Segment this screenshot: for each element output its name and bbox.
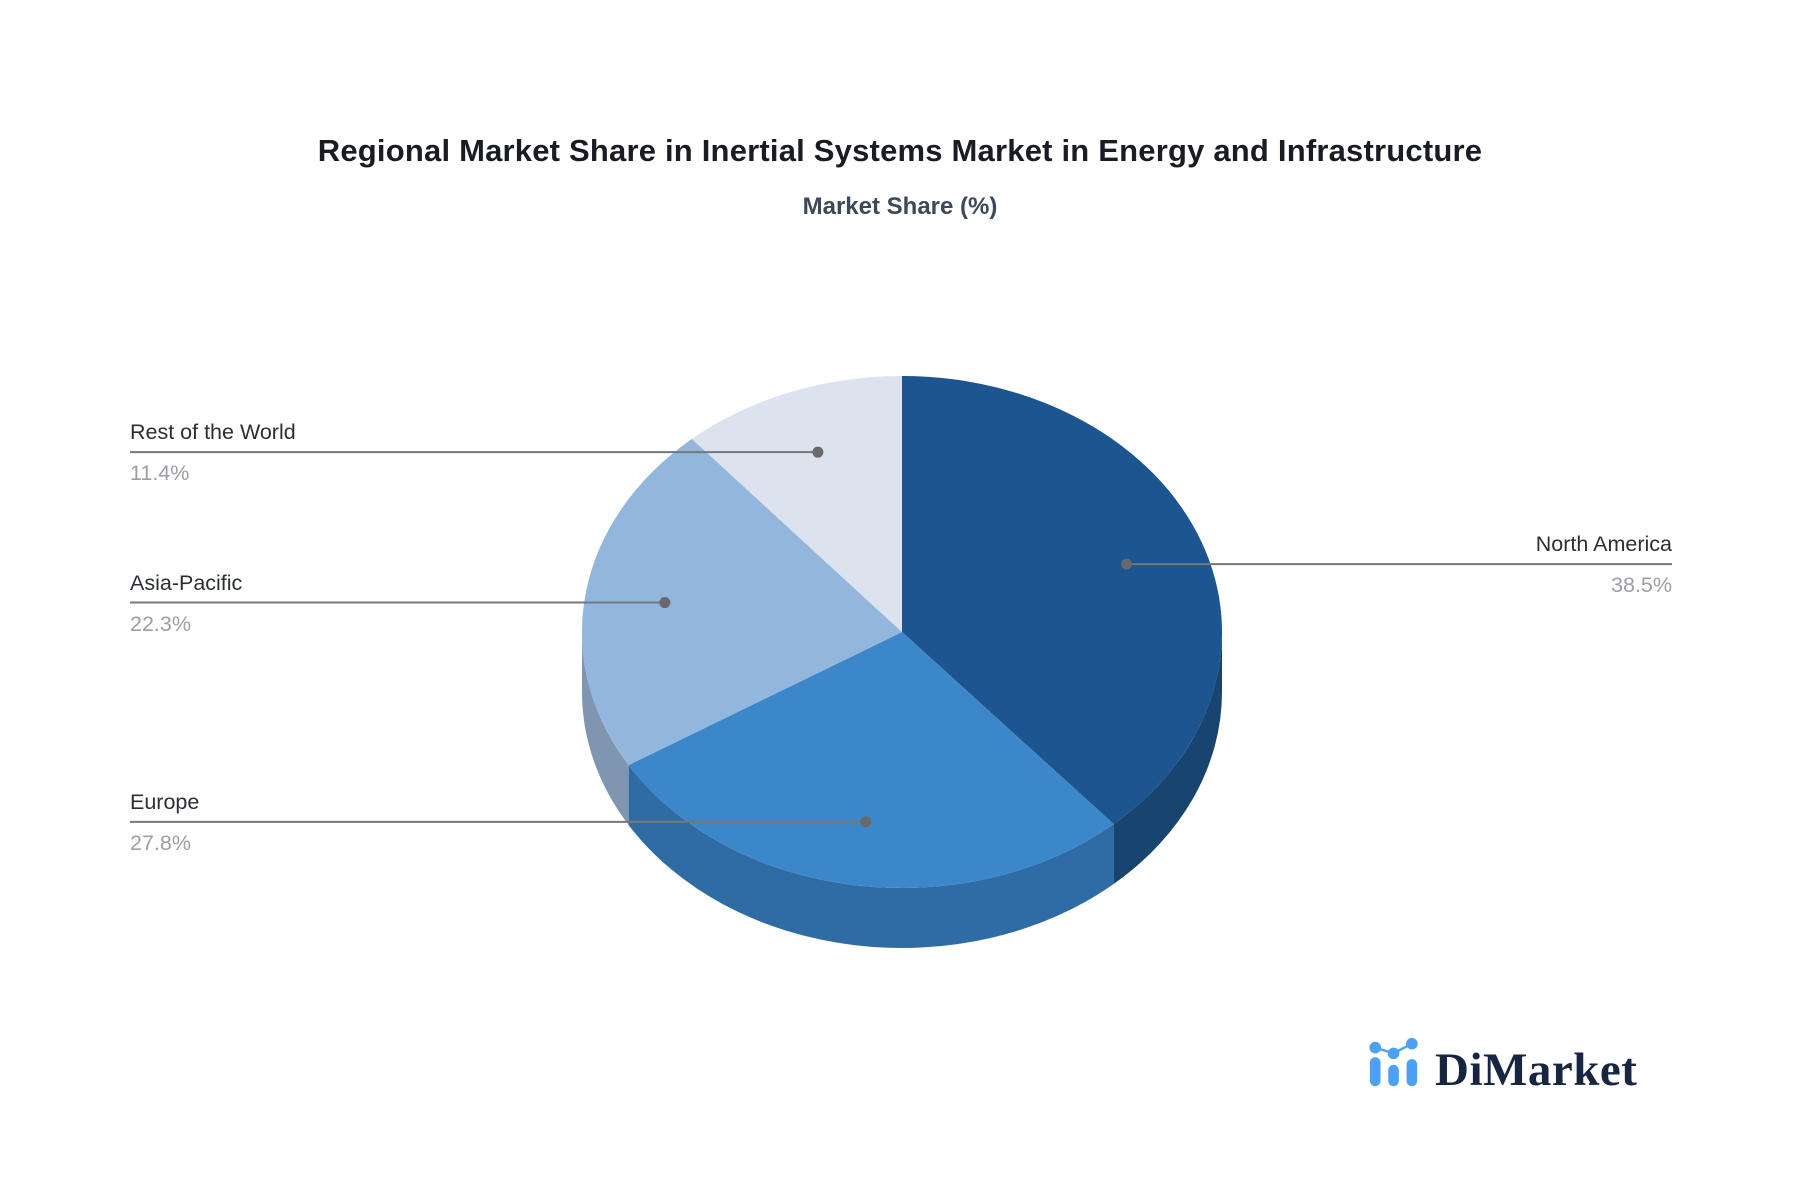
slice-value-north-america: 38.5%: [1611, 573, 1672, 598]
slice-label-north-america: North America: [1535, 532, 1672, 557]
chart-subtitle: Market Share (%): [802, 193, 998, 220]
leader-dot-asia-pacific: [659, 597, 671, 609]
slice-value-rest-of-the-world: 11.4%: [130, 461, 190, 486]
pie-slice-side-north-america: [1113, 632, 1222, 885]
chart-title: Regional Market Share in Inertial System…: [317, 133, 1483, 168]
pie-slice-north-america: [902, 376, 1223, 825]
brand-name: DiMarket: [1435, 1044, 1638, 1096]
brand-chart-icon: [1369, 1038, 1418, 1087]
slice-label-asia-pacific: Asia-Pacific: [130, 570, 243, 595]
slice-label-europe: Europe: [130, 789, 200, 814]
pie-slice-asia-pacific: [581, 438, 902, 766]
leader-dot-europe: [860, 816, 872, 828]
slice-value-asia-pacific: 22.3%: [130, 611, 191, 636]
pie-slice-rest-of-the-world: [691, 376, 902, 632]
pie-slice-side-europe: [628, 765, 1114, 949]
brand-logo: DiMarket: [1368, 1038, 1637, 1094]
leader-dot-rest-of-the-world: [812, 446, 824, 458]
pie-slice-side-asia-pacific: [582, 632, 629, 826]
slice-value-europe: 27.8%: [130, 830, 191, 855]
slice-label-rest-of-the-world: Rest of the World: [130, 420, 296, 445]
pie-slice-europe: [628, 632, 1114, 889]
leader-dot-north-america: [1121, 558, 1133, 570]
